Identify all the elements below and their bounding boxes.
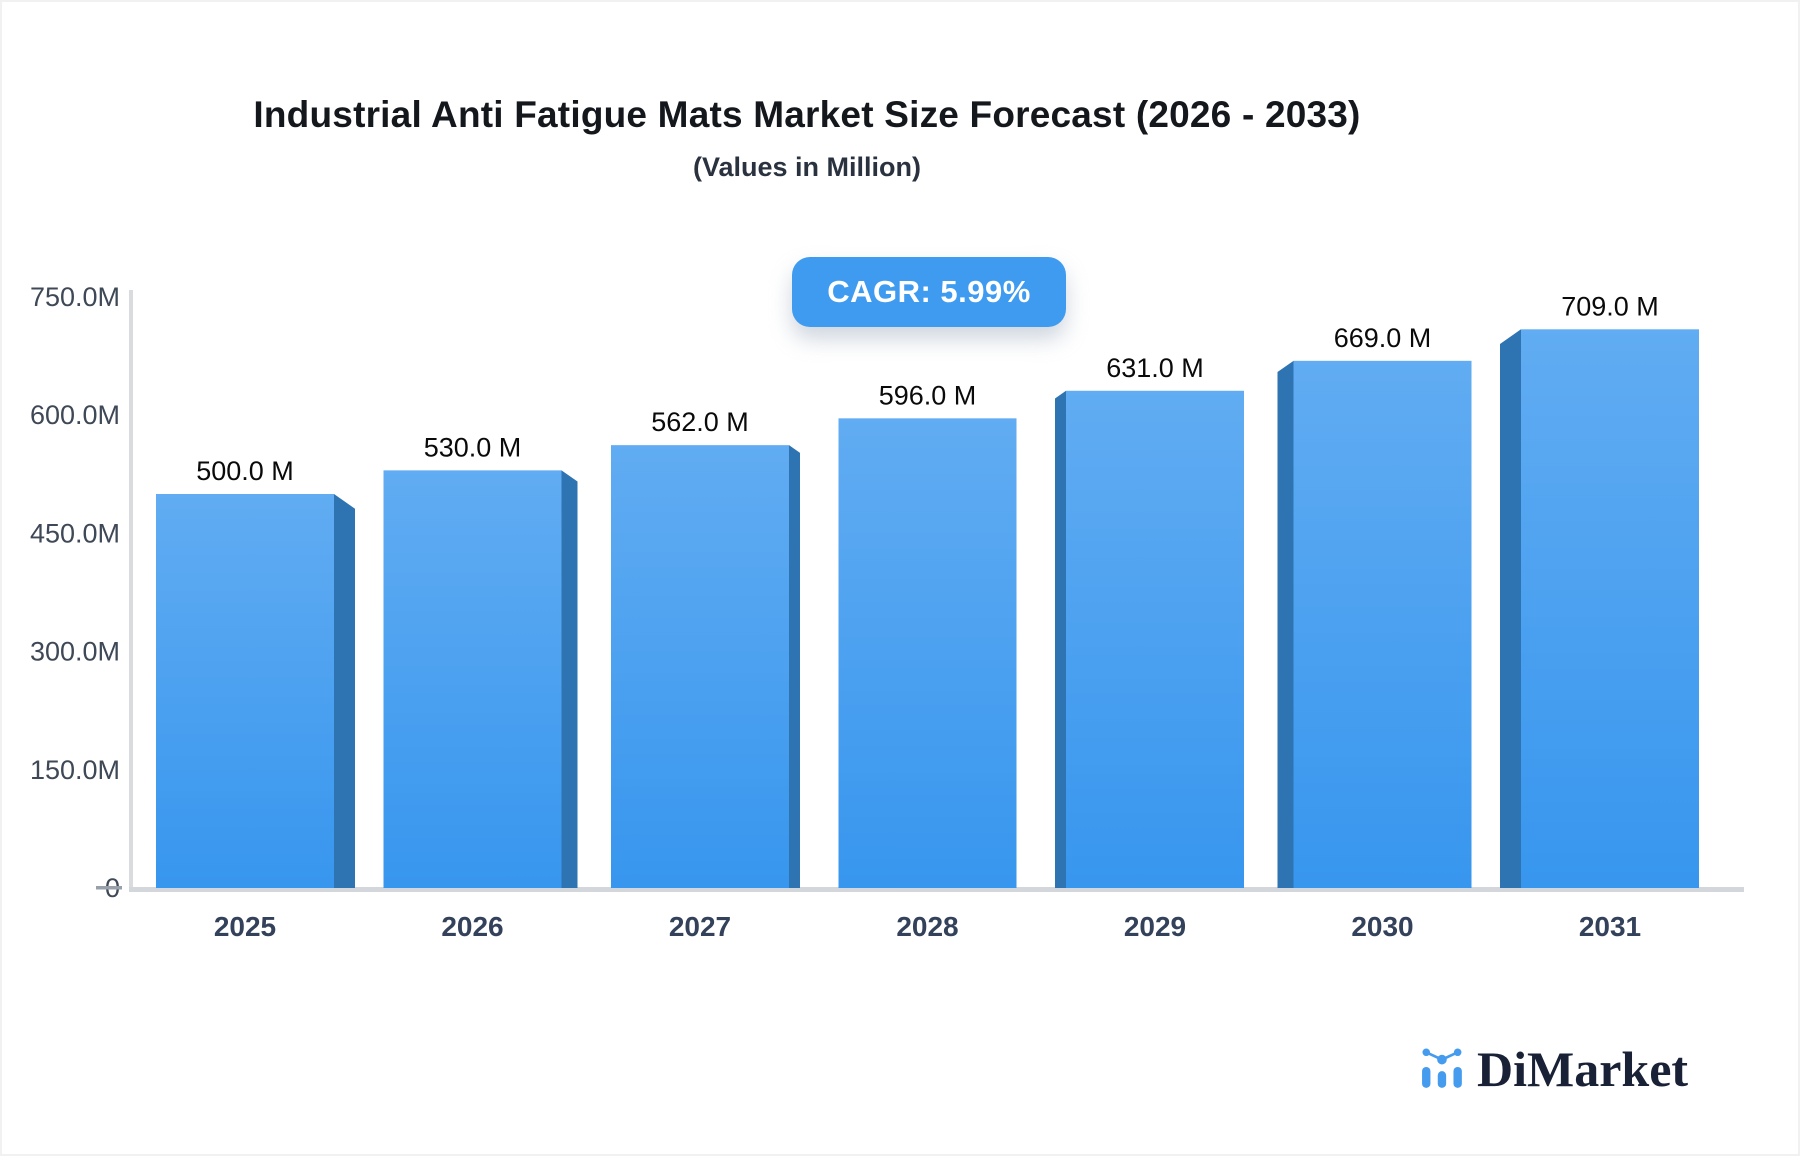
bar-side-2025 <box>334 494 355 888</box>
bar-group-2026: 530.0 M 2026 <box>383 432 578 942</box>
bar-2029[interactable] <box>1066 390 1244 888</box>
bar-2026[interactable] <box>383 470 562 888</box>
y-axis-line <box>129 290 133 891</box>
logo-text: DiMarket <box>1477 1041 1689 1097</box>
x-category-label: 2029 <box>1124 911 1186 942</box>
cagr-badge: CAGR: 5.99% <box>792 257 1066 327</box>
bar-group-2029: 631.0 M 2029 <box>1055 353 1244 942</box>
bar-2025[interactable] <box>156 494 334 888</box>
bar-value-label: 500.0 M <box>196 456 294 486</box>
bar-value-label: 596.0 M <box>879 380 977 410</box>
bar-2027[interactable] <box>611 445 789 888</box>
logo-link[interactable]: DiMarket <box>1421 1041 1689 1097</box>
bar-value-label: 669.0 M <box>1334 323 1432 353</box>
bar-group-2030: 669.0 M 2030 <box>1277 323 1472 942</box>
x-category-label: 2028 <box>896 911 958 942</box>
bar-group-2027: 562.0 M 2027 <box>611 407 800 942</box>
x-category-label: 2025 <box>214 911 276 942</box>
x-category-label: 2027 <box>669 911 731 942</box>
bar-value-label: 562.0 M <box>651 407 749 437</box>
bar-2030[interactable] <box>1293 360 1472 888</box>
bar-group-2031: 709.0 M 2031 <box>1500 291 1699 942</box>
bar-side-2029 <box>1055 390 1066 888</box>
bar-side-2026 <box>561 470 578 888</box>
bar-value-label: 709.0 M <box>1561 291 1659 321</box>
bar-side-2030 <box>1277 360 1294 888</box>
x-category-label: 2026 <box>441 911 503 942</box>
cagr-badge-label: CAGR: 5.99% <box>827 274 1031 309</box>
bar-side-2031 <box>1500 329 1521 889</box>
y-tick-label: 750.0M <box>30 282 120 312</box>
bar-value-label: 530.0 M <box>424 432 522 462</box>
bar-2031[interactable] <box>1521 329 1699 889</box>
x-axis-line <box>129 887 1744 892</box>
y-tick-label: 300.0M <box>30 637 120 667</box>
y-tick-label: 450.0M <box>30 518 120 548</box>
y-tick-label: 600.0M <box>30 400 120 430</box>
x-category-label: 2031 <box>1579 911 1641 942</box>
bar-value-label: 631.0 M <box>1106 353 1204 383</box>
bar-group-2028: 596.0 M 2028 <box>838 380 1017 942</box>
bar-side-2027 <box>789 445 800 888</box>
y-tick-label: 150.0M <box>30 755 120 785</box>
bar-2028[interactable] <box>838 418 1017 888</box>
zero-tick-mark <box>96 886 122 890</box>
bar-group-2025: 500.0 M 2025 <box>156 456 355 942</box>
dimarket-logo-icon <box>1422 1048 1462 1088</box>
x-category-label: 2030 <box>1351 911 1413 942</box>
